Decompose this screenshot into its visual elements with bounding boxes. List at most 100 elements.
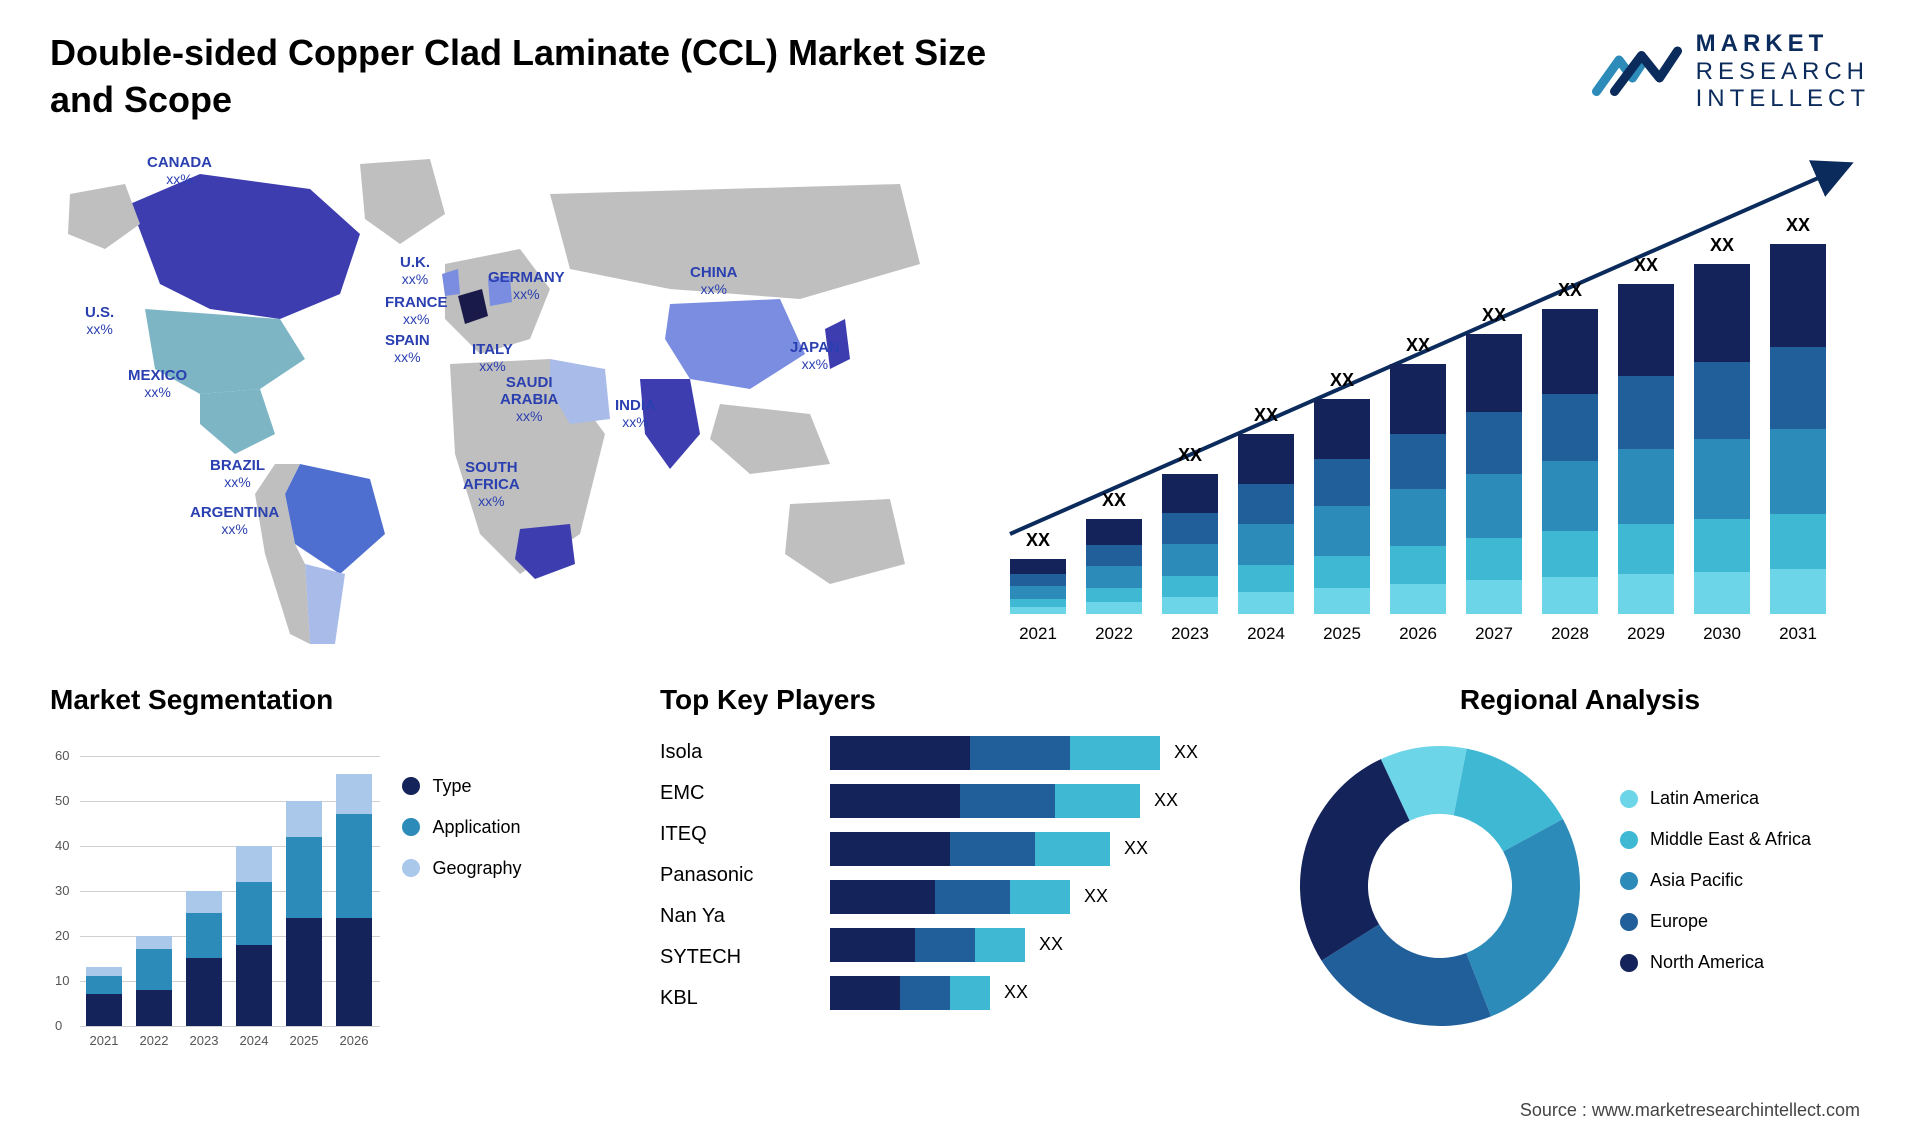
map-region-sa_arg	[305, 564, 345, 644]
seg-ytick-0: 0	[55, 1018, 62, 1033]
seg-year-2024: 2024	[236, 1033, 272, 1048]
world-map: CANADAxx%U.S.xx%MEXICOxx%BRAZILxx%ARGENT…	[50, 134, 950, 654]
seg-ytick-20: 20	[55, 928, 69, 943]
tkp-bar-1: XX	[830, 784, 1178, 818]
player-kbl: KBL	[660, 987, 800, 1010]
region-legend-middle-east-africa: Middle East & Africa	[1620, 829, 1811, 850]
tkp-bar-3: XX	[830, 880, 1108, 914]
seg-ytick-30: 30	[55, 883, 69, 898]
player-sytech: SYTECH	[660, 946, 800, 969]
map-region-na_alaska	[68, 184, 140, 249]
map-label-u-s-: U.S.xx%	[85, 304, 114, 339]
forecast-value-2021: XX	[1010, 530, 1066, 551]
forecast-year-2024: 2024	[1238, 624, 1294, 644]
seg-bar-2022	[136, 936, 172, 1026]
seg-bar-2023	[186, 891, 222, 1026]
seg-year-2025: 2025	[286, 1033, 322, 1048]
regional-panel: Regional Analysis Latin America Middle Ea…	[1290, 684, 1870, 1056]
forecast-year-2028: 2028	[1542, 624, 1598, 644]
forecast-bar-2028	[1542, 309, 1598, 614]
forecast-value-2025: XX	[1314, 370, 1370, 391]
seg-year-2023: 2023	[186, 1033, 222, 1048]
donut-slice-north-america	[1300, 759, 1410, 960]
forecast-bar-2027	[1466, 334, 1522, 614]
map-label-china: CHINAxx%	[690, 264, 738, 299]
player-iteq: ITEQ	[660, 823, 800, 846]
seg-legend-application: Application	[402, 817, 521, 838]
segmentation-chart: 0102030405060202120222023202420252026	[50, 736, 380, 1056]
player-nan-ya: Nan Ya	[660, 905, 800, 928]
forecast-year-2021: 2021	[1010, 624, 1066, 644]
forecast-value-2028: XX	[1542, 280, 1598, 301]
tkp-bar-5: XX	[830, 976, 1028, 1010]
forecast-value-2027: XX	[1466, 305, 1522, 326]
forecast-year-2026: 2026	[1390, 624, 1446, 644]
tkp-bar-0: XX	[830, 736, 1198, 770]
map-region-china	[665, 299, 805, 389]
map-label-south-africa: SOUTHAFRICAxx%	[463, 459, 520, 511]
key-players-chart: XXXXXXXXXXXX	[830, 736, 1250, 1056]
forecast-year-2029: 2029	[1618, 624, 1674, 644]
forecast-value-2024: XX	[1238, 405, 1294, 426]
forecast-value-2022: XX	[1086, 490, 1142, 511]
seg-bar-2025	[286, 801, 322, 1026]
donut-slice-asia-pacific	[1466, 819, 1580, 1016]
seg-legend-geography: Geography	[402, 858, 521, 879]
forecast-year-2031: 2031	[1770, 624, 1826, 644]
map-label-france: FRANCExx%	[385, 294, 448, 329]
map-region-greenland	[360, 159, 445, 244]
key-players-list: IsolaEMCITEQPanasonicNan YaSYTECHKBL	[660, 741, 800, 1056]
page-title: Double-sided Copper Clad Laminate (CCL) …	[50, 30, 1050, 124]
region-legend-latin-america: Latin America	[1620, 788, 1811, 809]
seg-ytick-10: 10	[55, 973, 69, 988]
map-label-italy: ITALYxx%	[472, 341, 513, 376]
region-legend-asia-pacific: Asia Pacific	[1620, 870, 1811, 891]
brand-logo: MARKET RESEARCH INTELLECT	[1592, 30, 1870, 113]
map-label-u-k-: U.K.xx%	[400, 254, 430, 289]
forecast-bar-2029	[1618, 284, 1674, 614]
map-label-spain: SPAINxx%	[385, 332, 430, 367]
forecast-chart: 2021XX2022XX2023XX2024XX2025XX2026XX2027…	[990, 134, 1870, 654]
logo-text: MARKET RESEARCH INTELLECT	[1696, 30, 1870, 113]
map-region-na_canada	[130, 174, 360, 319]
forecast-bar-2023	[1162, 474, 1218, 614]
map-label-india: INDIAxx%	[615, 397, 656, 432]
logo-mark-icon	[1592, 39, 1682, 104]
regional-title: Regional Analysis	[1290, 684, 1870, 716]
player-emc: EMC	[660, 782, 800, 805]
map-label-germany: GERMANYxx%	[488, 269, 565, 304]
segmentation-legend: Type Application Geography	[402, 776, 521, 899]
seg-year-2026: 2026	[336, 1033, 372, 1048]
seg-ytick-60: 60	[55, 748, 69, 763]
seg-year-2021: 2021	[86, 1033, 122, 1048]
map-label-mexico: MEXICOxx%	[128, 367, 187, 402]
regional-donut	[1290, 736, 1590, 1036]
forecast-value-2029: XX	[1618, 255, 1674, 276]
seg-legend-type: Type	[402, 776, 521, 797]
map-label-argentina: ARGENTINAxx%	[190, 504, 279, 539]
segmentation-title: Market Segmentation	[50, 684, 620, 716]
seg-bar-2021	[86, 967, 122, 1026]
forecast-year-2025: 2025	[1314, 624, 1370, 644]
forecast-bar-2026	[1390, 364, 1446, 614]
forecast-bar-2030	[1694, 264, 1750, 614]
player-isola: Isola	[660, 741, 800, 764]
map-label-japan: JAPANxx%	[790, 339, 840, 374]
forecast-year-2023: 2023	[1162, 624, 1218, 644]
tkp-bar-4: XX	[830, 928, 1063, 962]
forecast-bar-2031	[1770, 244, 1826, 614]
map-region-sea	[710, 404, 830, 474]
forecast-year-2030: 2030	[1694, 624, 1750, 644]
forecast-bar-2024	[1238, 434, 1294, 614]
seg-year-2022: 2022	[136, 1033, 172, 1048]
map-region-aus	[785, 499, 905, 584]
key-players-panel: Top Key Players IsolaEMCITEQPanasonicNan…	[660, 684, 1250, 1056]
map-region-mex	[200, 389, 275, 454]
seg-bar-2024	[236, 846, 272, 1026]
forecast-year-2022: 2022	[1086, 624, 1142, 644]
forecast-bar-2025	[1314, 399, 1370, 614]
seg-ytick-40: 40	[55, 838, 69, 853]
forecast-value-2023: XX	[1162, 445, 1218, 466]
segmentation-panel: Market Segmentation 01020304050602021202…	[50, 684, 620, 1056]
map-label-canada: CANADAxx%	[147, 154, 212, 189]
